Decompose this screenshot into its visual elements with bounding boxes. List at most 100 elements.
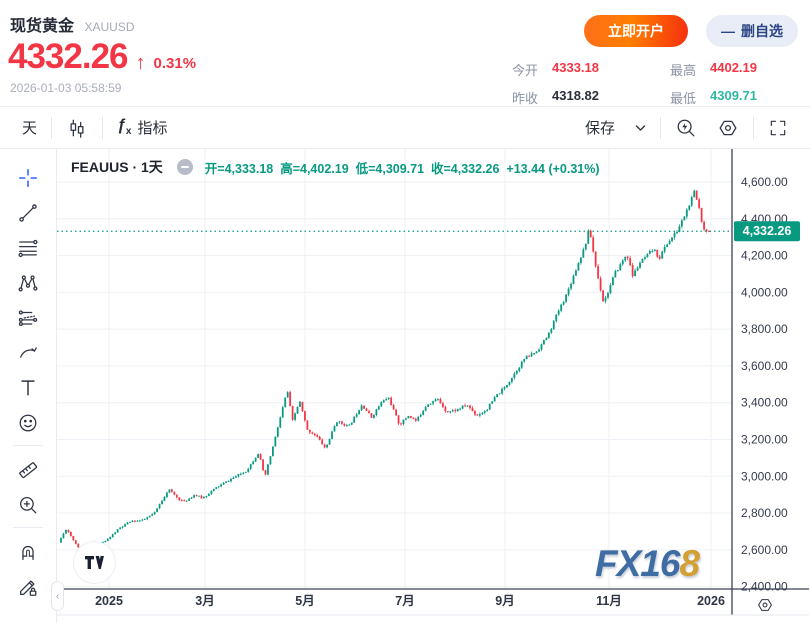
price-up-arrow-icon: ↑ bbox=[135, 52, 146, 74]
svg-text:4,332.26: 4,332.26 bbox=[743, 224, 792, 238]
tool-lock-drawings[interactable] bbox=[14, 569, 42, 604]
remove-watchlist-label: 删自选 bbox=[741, 23, 783, 39]
fx168-text: FX16 bbox=[595, 543, 680, 584]
svg-text:3,600.00: 3,600.00 bbox=[741, 359, 788, 373]
interval-label: 天 bbox=[22, 120, 38, 137]
hide-series-button[interactable] bbox=[176, 159, 193, 175]
toolbar-divider bbox=[13, 527, 43, 528]
tool-magnet[interactable] bbox=[14, 534, 42, 569]
save-label: 保存 bbox=[584, 120, 615, 137]
pencil-lock-icon bbox=[20, 579, 37, 596]
chart-area[interactable]: FEAUUS · 1天 开=4,333.18 高=4,402.19 低=4,30… bbox=[51, 149, 810, 623]
fullscreen-button[interactable] bbox=[758, 114, 798, 142]
current-price: 4332.26 bbox=[8, 37, 129, 76]
toolbar-divider bbox=[51, 116, 53, 139]
svg-text:2026: 2026 bbox=[697, 594, 725, 608]
minus-icon: — bbox=[721, 23, 735, 39]
svg-text:4,600.00: 4,600.00 bbox=[741, 175, 788, 189]
chart-settings-button[interactable] bbox=[707, 113, 749, 143]
tool-zoom-in[interactable] bbox=[14, 487, 42, 522]
tool-measure[interactable] bbox=[14, 452, 42, 487]
zoom-in-icon bbox=[20, 496, 37, 513]
indicators-label: 指标 bbox=[137, 120, 168, 137]
svg-text:4,200.00: 4,200.00 bbox=[741, 249, 788, 263]
tool-brush[interactable] bbox=[14, 335, 42, 370]
brush-icon bbox=[20, 346, 37, 358]
fib-retracement-icon bbox=[18, 239, 38, 257]
toolbar-divider bbox=[13, 445, 43, 446]
svg-text:7月: 7月 bbox=[395, 594, 414, 608]
svg-text:4,000.00: 4,000.00 bbox=[741, 285, 788, 299]
tool-fib-retracement[interactable] bbox=[14, 230, 42, 265]
stat-label: 今开 bbox=[512, 63, 539, 78]
crosshair-icon bbox=[18, 168, 38, 187]
text-icon bbox=[21, 379, 35, 396]
svg-text:2025: 2025 bbox=[95, 594, 123, 608]
stat-value: 4402.19 bbox=[710, 60, 757, 75]
open-account-button[interactable]: 立即开户 bbox=[584, 15, 688, 47]
quote-header: 现货黄金 XAUUSD 4332.26 ↑ 0.31% 2026-01-03 0… bbox=[0, 0, 810, 107]
save-dropdown-button[interactable] bbox=[625, 120, 656, 136]
chevron-down-icon bbox=[635, 124, 646, 131]
quote-timestamp: 2026-01-03 05:58:59 bbox=[10, 81, 122, 95]
chart-style-button[interactable] bbox=[56, 113, 98, 143]
fx168-eight: 8 bbox=[679, 543, 700, 584]
svg-text:3月: 3月 bbox=[195, 594, 214, 608]
ruler-icon bbox=[19, 461, 38, 478]
axis-settings-button[interactable] bbox=[749, 593, 781, 617]
svg-text:3,800.00: 3,800.00 bbox=[741, 322, 788, 336]
price-chart[interactable]: 4,600.004,400.004,200.004,000.003,800.00… bbox=[57, 149, 809, 623]
stat-label: 最高 bbox=[670, 63, 697, 78]
toolbar-divider bbox=[102, 116, 104, 139]
interval-button[interactable]: 天 bbox=[12, 113, 47, 142]
chart-toolbar: 天 ƒx 指标 保存 bbox=[0, 107, 810, 149]
minus-icon bbox=[180, 166, 189, 168]
svg-text:2,800.00: 2,800.00 bbox=[741, 506, 788, 520]
symbol-label: XAUUSD bbox=[84, 20, 135, 34]
fx-icon: ƒx bbox=[117, 117, 132, 138]
series-title: FEAUUS · 1天 bbox=[71, 159, 163, 175]
tool-xabcd-pattern[interactable] bbox=[14, 265, 42, 300]
quick-search-button[interactable] bbox=[665, 113, 707, 143]
lightning-magnifier-icon bbox=[677, 119, 695, 136]
stat-label: 最低 bbox=[670, 91, 697, 106]
sidebar-collapse-button[interactable]: ‹ bbox=[51, 581, 64, 611]
page-title: 现货黄金 bbox=[10, 18, 75, 35]
chart-legend: FEAUUS · 1天 开=4,333.18 高=4,402.19 低=4,30… bbox=[71, 157, 600, 177]
svg-text:3,200.00: 3,200.00 bbox=[741, 432, 788, 446]
quote-stats: 今开 4333.18 最高 4402.19 昨收 4318.82 最低 bbox=[512, 60, 798, 107]
stat-value: 4309.71 bbox=[710, 88, 757, 103]
indicators-button[interactable]: ƒx 指标 bbox=[107, 113, 177, 142]
svg-text:3,000.00: 3,000.00 bbox=[741, 469, 788, 483]
stat-label: 昨收 bbox=[512, 91, 539, 106]
trend-line-icon bbox=[19, 203, 37, 222]
tradingview-logo[interactable] bbox=[73, 541, 116, 584]
hexagon-settings-icon bbox=[758, 599, 772, 611]
fullscreen-icon bbox=[770, 120, 786, 135]
svg-text:5月: 5月 bbox=[295, 594, 314, 608]
stat-value: 4333.18 bbox=[552, 60, 599, 75]
magnet-icon bbox=[22, 545, 34, 560]
stat-value: 4318.82 bbox=[552, 88, 599, 103]
forecast-icon bbox=[18, 309, 38, 326]
emoji-icon bbox=[19, 414, 37, 431]
toolbar-divider bbox=[753, 116, 754, 139]
svg-text:3,400.00: 3,400.00 bbox=[741, 396, 788, 410]
tool-forecast[interactable] bbox=[14, 300, 42, 335]
ohlc-values: 开=4,333.18 高=4,402.19 低=4,309.71 收=4,332… bbox=[204, 161, 600, 176]
tool-trend-line[interactable] bbox=[14, 195, 42, 230]
remove-watchlist-button[interactable]: — 删自选 bbox=[706, 15, 798, 47]
price-change-percent: 0.31% bbox=[153, 55, 197, 72]
candlestick-icon bbox=[70, 119, 84, 138]
hexagon-settings-icon bbox=[719, 120, 737, 135]
tool-emoji[interactable] bbox=[14, 405, 42, 440]
tradingview-logo-icon bbox=[85, 555, 104, 569]
toolbar-divider bbox=[660, 116, 661, 139]
save-button[interactable]: 保存 bbox=[575, 113, 625, 142]
svg-text:11月: 11月 bbox=[596, 594, 622, 608]
drawing-toolbar bbox=[0, 149, 57, 623]
tool-cursor-crosshair[interactable] bbox=[14, 160, 42, 195]
svg-text:2,400.00: 2,400.00 bbox=[741, 580, 788, 594]
tool-text[interactable] bbox=[14, 370, 42, 405]
